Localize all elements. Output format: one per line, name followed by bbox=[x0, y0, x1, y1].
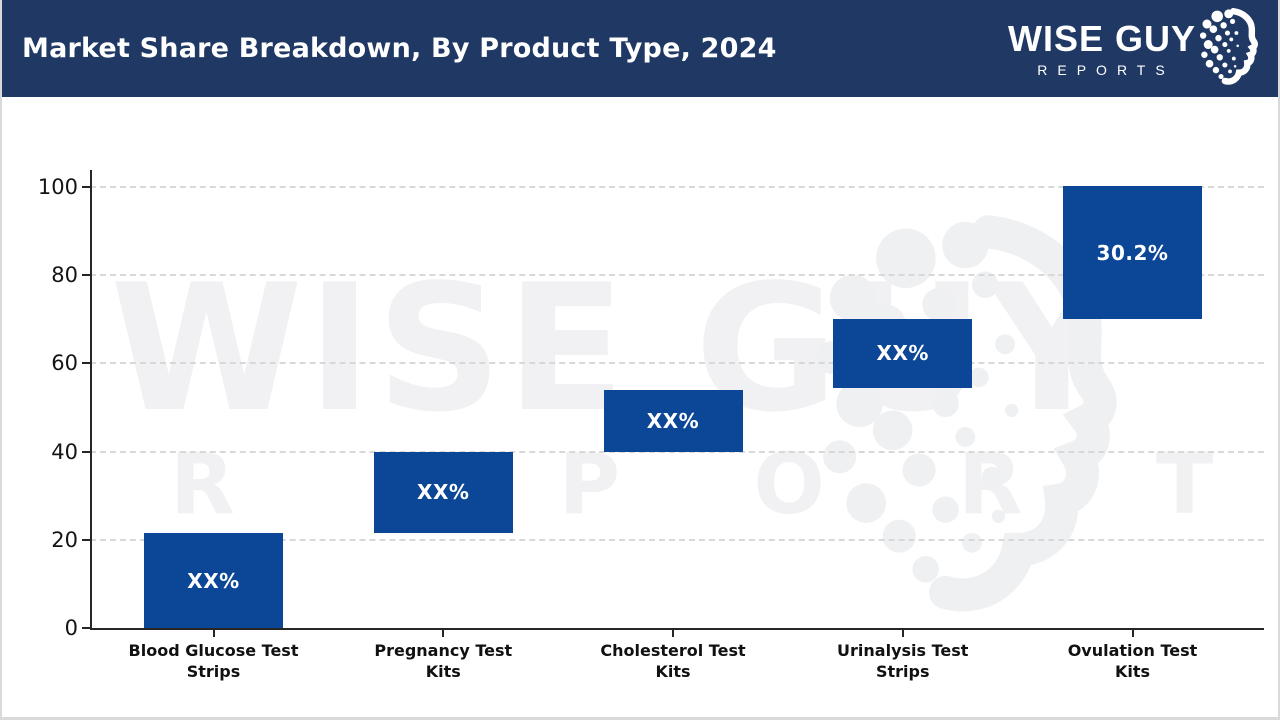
y-axis-tick-label: 20 bbox=[51, 527, 78, 552]
category-label-line: Blood Glucose Test bbox=[128, 641, 299, 660]
y-axis-tick-mark bbox=[82, 627, 90, 629]
x-axis-category-label: Blood Glucose Test Strips bbox=[104, 640, 324, 682]
category-label-line: Strips bbox=[186, 662, 241, 681]
category-label-line: Cholesterol Test bbox=[600, 641, 746, 660]
bar-value-label: 30.2% bbox=[1096, 240, 1169, 265]
bar-segment: XX% bbox=[603, 389, 743, 452]
x-axis-tick-mark bbox=[442, 630, 445, 637]
bar-segment: XX% bbox=[373, 451, 513, 534]
header-banner: Market Share Breakdown, By Product Type,… bbox=[2, 0, 1278, 97]
y-axis-tick-label: 0 bbox=[64, 616, 78, 640]
category-label-line: Kits bbox=[1114, 662, 1151, 681]
y-axis-tick-mark bbox=[82, 538, 90, 541]
y-axis-tick-mark bbox=[82, 450, 90, 453]
category-label-line: Strips bbox=[875, 662, 930, 681]
gridline bbox=[90, 450, 1264, 453]
x-axis-line bbox=[90, 628, 1264, 630]
wise-guy-logo: WISE GUY REPORTS bbox=[1008, 7, 1262, 91]
page-title: Market Share Breakdown, By Product Type,… bbox=[22, 33, 777, 64]
y-axis-tick-mark bbox=[82, 186, 90, 188]
x-axis-tick-mark bbox=[212, 630, 215, 637]
y-axis-tick-mark bbox=[82, 274, 90, 277]
bar-segment: XX% bbox=[144, 533, 283, 628]
y-axis-tick-label: 100 bbox=[37, 175, 78, 199]
logo-line2: REPORTS bbox=[1037, 61, 1175, 78]
gridline bbox=[90, 538, 1264, 541]
category-label-line: Ovulation Test bbox=[1067, 641, 1198, 660]
bar-value-label: XX% bbox=[876, 341, 929, 366]
y-axis-tick-label: 60 bbox=[51, 351, 78, 376]
category-label-line: Urinalysis Test bbox=[837, 641, 969, 660]
x-axis-category-label: Ovulation Test Kits bbox=[1023, 640, 1243, 682]
gridline bbox=[90, 362, 1264, 365]
bar-value-label: XX% bbox=[187, 568, 240, 593]
bar-value-label: XX% bbox=[646, 408, 700, 433]
bar-segment: XX% bbox=[833, 319, 973, 388]
category-label-line: Kits bbox=[655, 662, 691, 681]
bar-value-label: XX% bbox=[417, 480, 470, 505]
gridline bbox=[90, 186, 1264, 188]
y-axis-tick-label: 80 bbox=[51, 263, 78, 288]
bar-segment: 30.2% bbox=[1063, 186, 1202, 320]
logo-line1: WISE GUY bbox=[1007, 17, 1196, 59]
category-label-line: Pregnancy Test bbox=[374, 641, 513, 660]
y-axis-line bbox=[90, 170, 92, 630]
x-axis-tick-mark bbox=[1131, 630, 1134, 637]
y-axis-tick-label: 40 bbox=[51, 439, 78, 464]
x-axis-category-label: Pregnancy Test Kits bbox=[333, 640, 553, 682]
x-axis-category-label: Cholesterol Test Kits bbox=[563, 640, 783, 682]
x-axis-tick-mark bbox=[901, 630, 904, 637]
gridline bbox=[90, 274, 1264, 277]
x-axis-category-label: Urinalysis Test Strips bbox=[793, 640, 1013, 682]
x-axis-tick-mark bbox=[672, 630, 674, 637]
logo-wordmark: WISE GUY REPORTS bbox=[1007, 17, 1196, 78]
category-label-line: Kits bbox=[425, 662, 461, 681]
y-axis-tick-mark bbox=[82, 362, 90, 365]
